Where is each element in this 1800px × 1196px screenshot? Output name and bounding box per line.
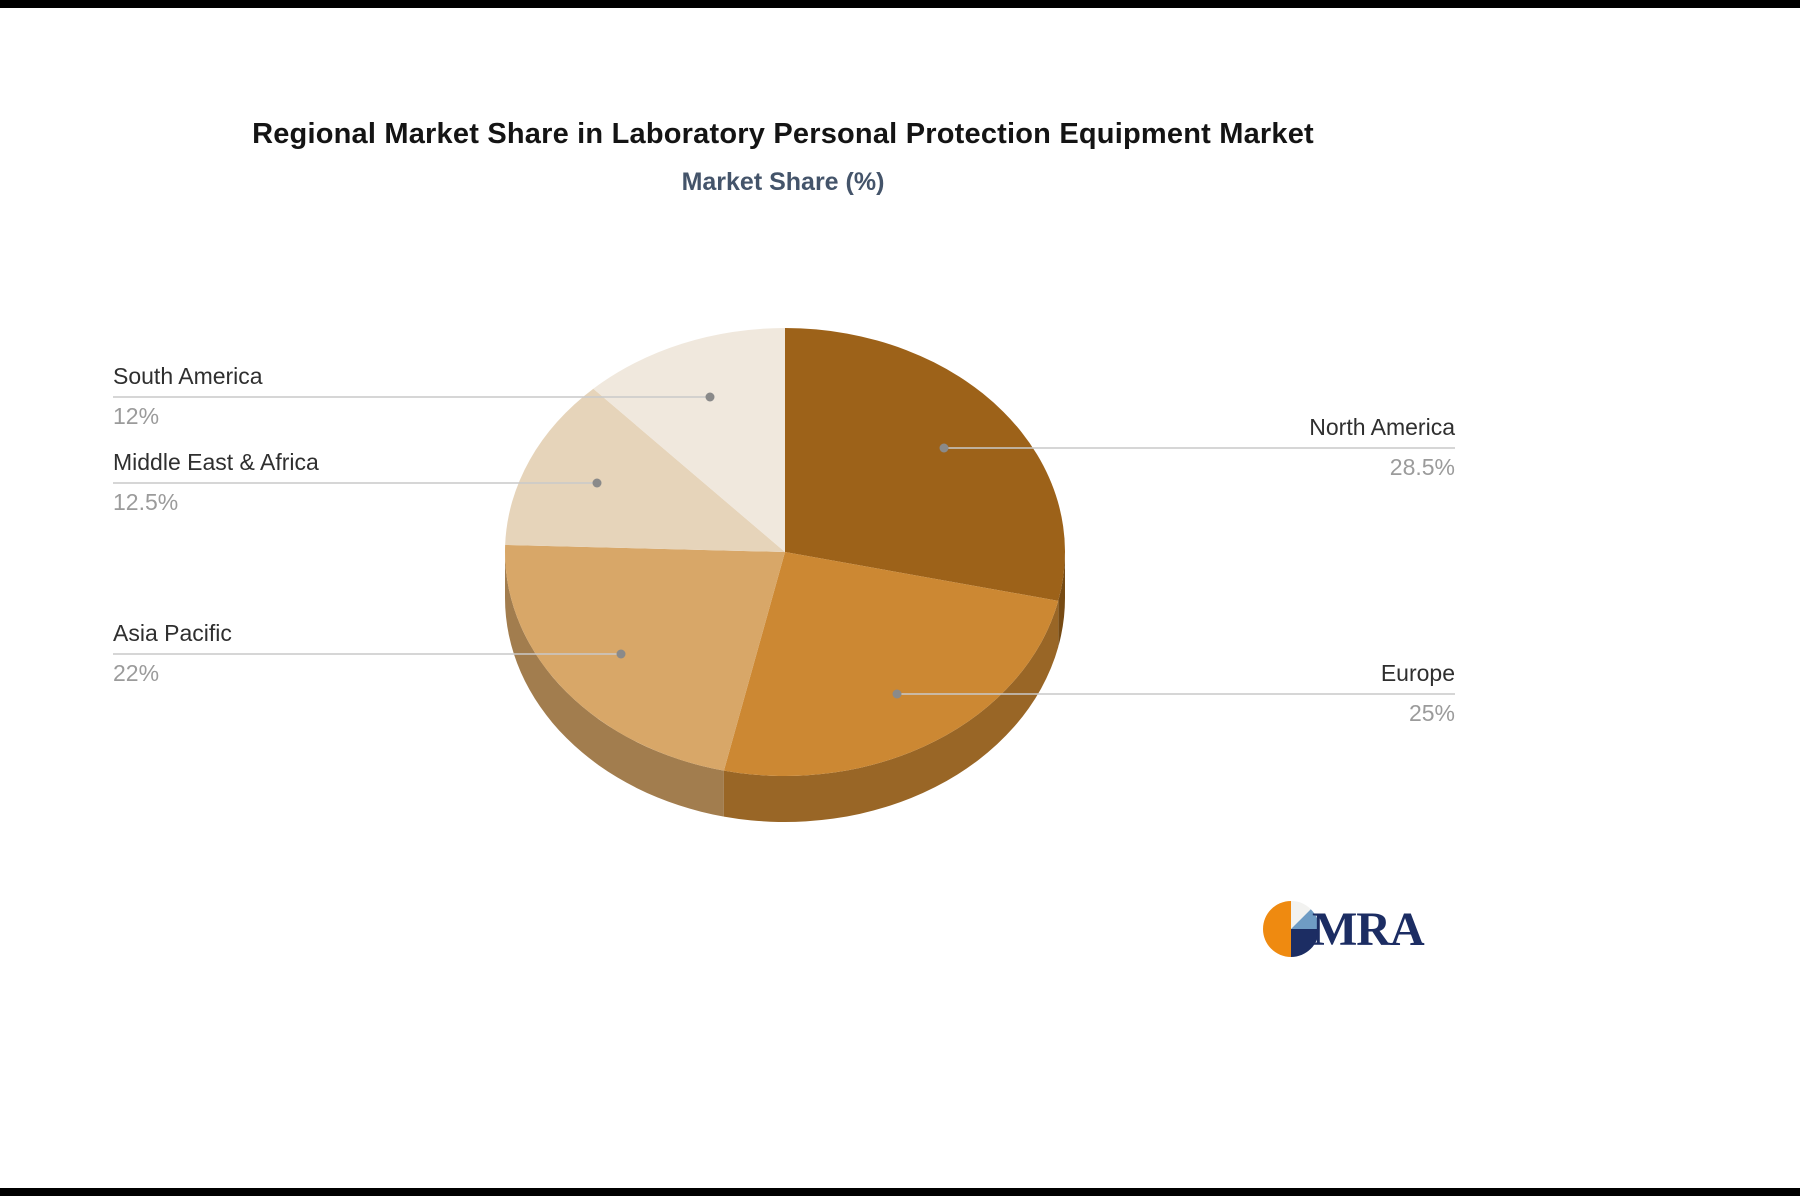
leader-lines — [113, 396, 1455, 695]
leader-dot-south-america — [705, 392, 715, 402]
chart-title: Regional Market Share in Laboratory Pers… — [252, 118, 1314, 150]
pie-slice-wall — [723, 600, 1059, 823]
pie-slice — [785, 328, 1066, 601]
leader-dot-europe — [892, 689, 902, 699]
bottom-edge-bar — [0, 1188, 1800, 1196]
chart-subtitle: Market Share (%) — [681, 168, 885, 196]
slice-value-north-america: 28.5% — [1389, 454, 1455, 480]
brand-logo-text: MRA — [1312, 902, 1425, 956]
leader-dot-middle-east-africa — [592, 478, 602, 488]
slice-value-europe: 25% — [1408, 700, 1455, 726]
leader-dot-north-america — [939, 443, 949, 453]
slice-label-europe: Europe — [1380, 660, 1455, 686]
pie-slice-wall — [504, 552, 724, 817]
slice-value-asia-pacific: 22% — [113, 660, 160, 686]
slice-label-south-america: South America — [113, 363, 263, 389]
pie-slice — [505, 544, 785, 771]
top-edge-bar — [0, 0, 1800, 8]
leader-dot-asia-pacific — [616, 649, 626, 659]
pie-slice — [723, 552, 1059, 777]
brand-logo: MRA — [1262, 896, 1425, 962]
slice-value-south-america: 12% — [113, 403, 160, 429]
slice-label-middle-east-africa: Middle East & Africa — [113, 449, 319, 475]
slice-value-middle-east-africa: 12.5% — [113, 489, 179, 515]
pie-slice-wall — [1058, 552, 1065, 647]
pie-slice — [505, 388, 785, 552]
pie-slice — [593, 328, 785, 552]
slice-label-north-america: North America — [1309, 414, 1455, 440]
slice-label-asia-pacific: Asia Pacific — [113, 620, 232, 646]
pie-chart — [504, 328, 1066, 823]
brand-logo-icon — [1263, 901, 1319, 957]
leader-dots — [592, 392, 949, 699]
